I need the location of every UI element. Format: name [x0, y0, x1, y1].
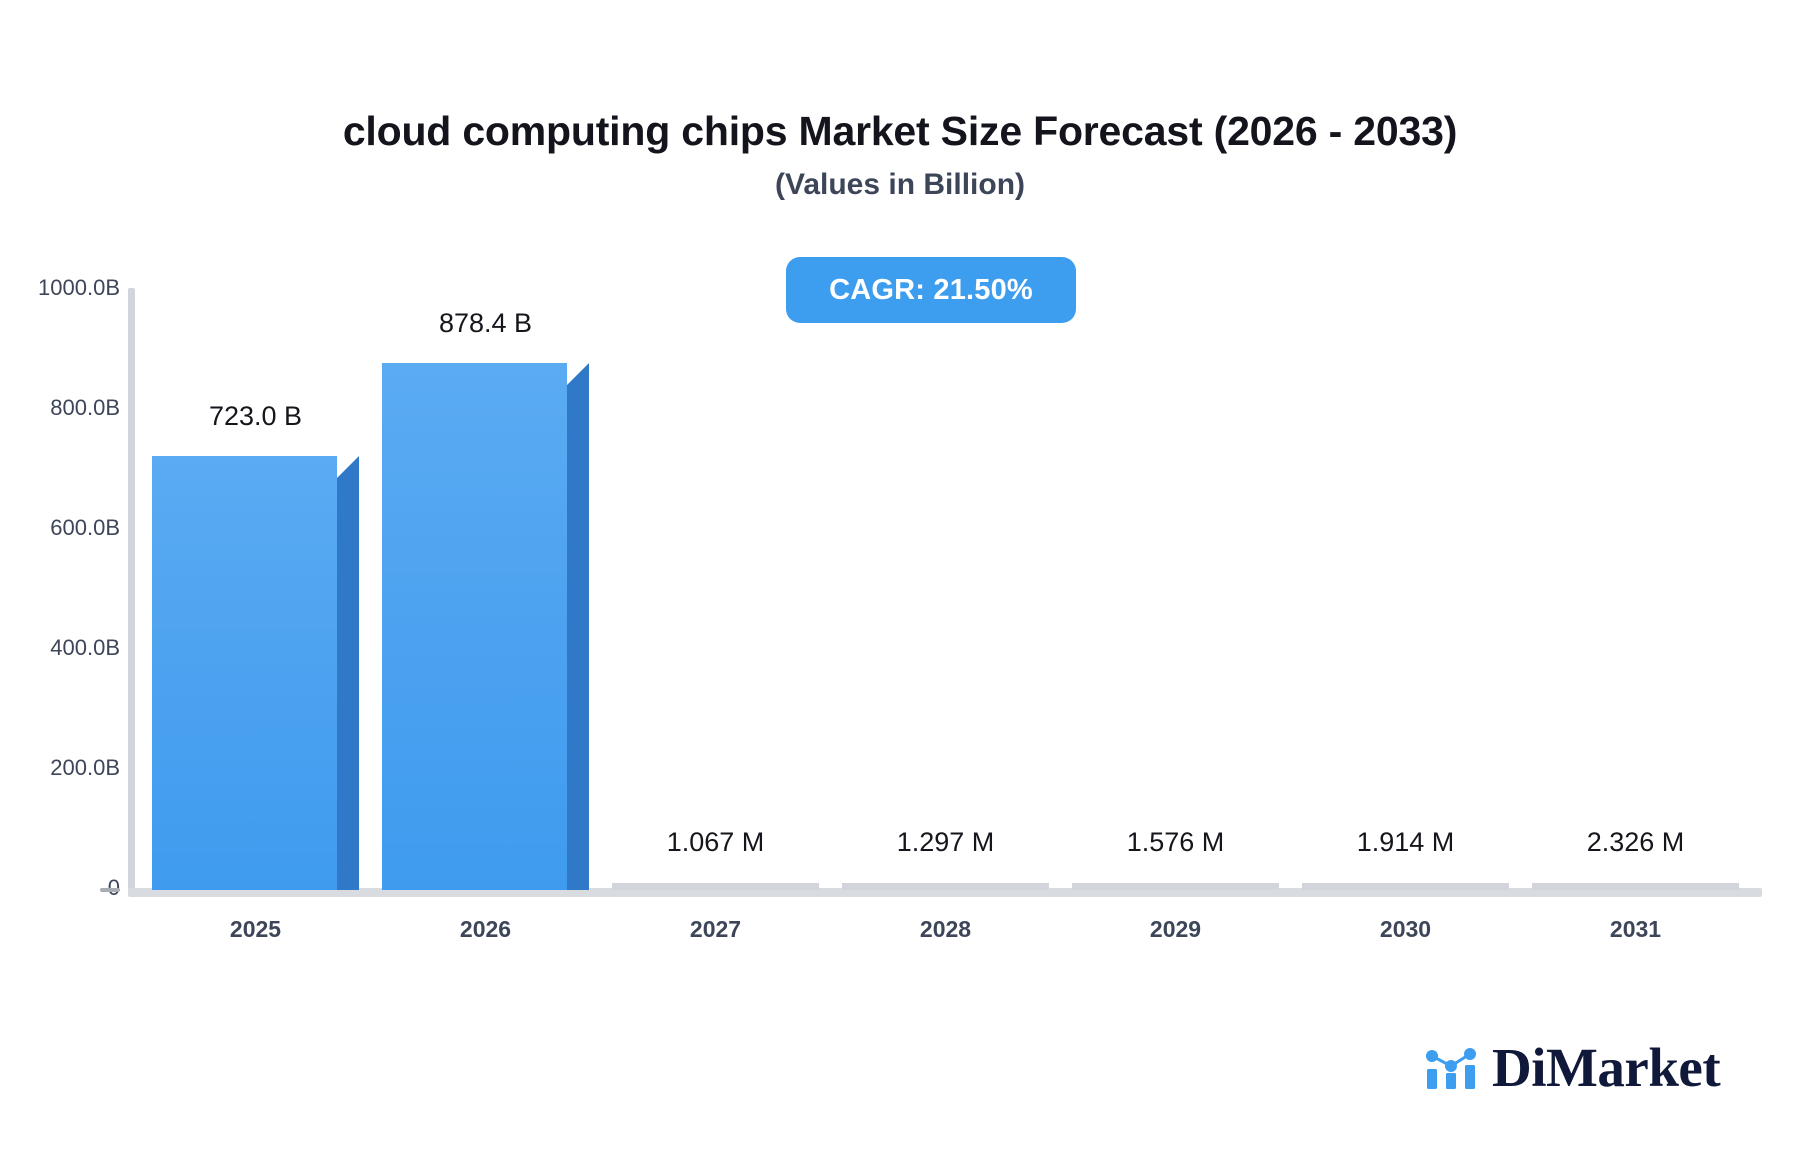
bar-2028[interactable]: [842, 880, 1049, 890]
bar-front-face: [842, 883, 1049, 890]
bar-2030[interactable]: [1302, 880, 1509, 890]
bar-front-face: [152, 456, 337, 890]
x-axis-label-2028: 2028: [919, 916, 972, 942]
bar-2026[interactable]: [382, 362, 589, 890]
bar-2027[interactable]: [612, 880, 819, 890]
y-axis-tick-label: 200.0B: [50, 755, 120, 780]
bar-side-face: [567, 384, 589, 890]
bar-value-label: 2.326 M: [1586, 827, 1685, 857]
bar-value-label: 1.914 M: [1356, 827, 1455, 857]
y-axis-tick-mark: [100, 888, 120, 892]
x-axis-label-2030: 2030: [1379, 916, 1432, 942]
chart-subtitle: (Values in Billion): [774, 168, 1026, 201]
bar-side-face: [337, 478, 359, 890]
bar-value-label: 723.0 B: [208, 401, 303, 432]
bar-2029[interactable]: [1072, 880, 1279, 890]
brand-logo-text: DiMarket: [1492, 1036, 1721, 1098]
bar-front-face: [1072, 883, 1279, 890]
y-axis-tick-label: 0: [12, 875, 120, 901]
bar-2031[interactable]: [1532, 880, 1739, 890]
bar-value-label: 878.4 B: [438, 307, 533, 338]
brand-logo: DiMarket: [1424, 1036, 1721, 1098]
x-axis-label-2025: 2025: [229, 916, 282, 942]
cagr-badge: CAGR: 21.50%: [786, 257, 1076, 323]
x-axis-baseline: [128, 888, 1762, 897]
y-axis-tick-label: 400.0B: [50, 635, 120, 660]
bar-front-face: [612, 883, 819, 890]
bar-top-bevel: [337, 456, 359, 479]
x-axis-label-2027: 2027: [689, 916, 742, 942]
bar-chart-logo-icon: [1426, 1048, 1476, 1089]
cagr-badge-label: CAGR: 21.50%: [829, 273, 1033, 306]
x-axis-label-2026: 2026: [459, 916, 512, 942]
y-axis-tick-label: 600.0B: [50, 515, 120, 540]
x-axis-label-2031: 2031: [1609, 916, 1662, 942]
bar-top-bevel: [567, 362, 589, 385]
x-axis-label-2029: 2029: [1149, 916, 1202, 942]
y-axis-labels: 0 200.0B 400.0B 600.0B 800.0B 1000.0B: [0, 0, 120, 1156]
y-axis-tick-label: 1000.0B: [38, 275, 120, 300]
bar-2025[interactable]: [152, 456, 359, 890]
y-axis-line: [128, 288, 135, 890]
bar-value-label: 1.067 M: [666, 827, 765, 857]
chart-title: cloud computing chips Market Size Foreca…: [342, 108, 1458, 154]
bar-front-face: [1532, 883, 1739, 890]
bar-value-label: 1.576 M: [1126, 827, 1225, 857]
y-axis-tick-label: 800.0B: [50, 395, 120, 420]
bar-front-face: [382, 362, 567, 890]
bar-value-label: 1.297 M: [896, 827, 995, 857]
bar-front-face: [1302, 883, 1509, 890]
